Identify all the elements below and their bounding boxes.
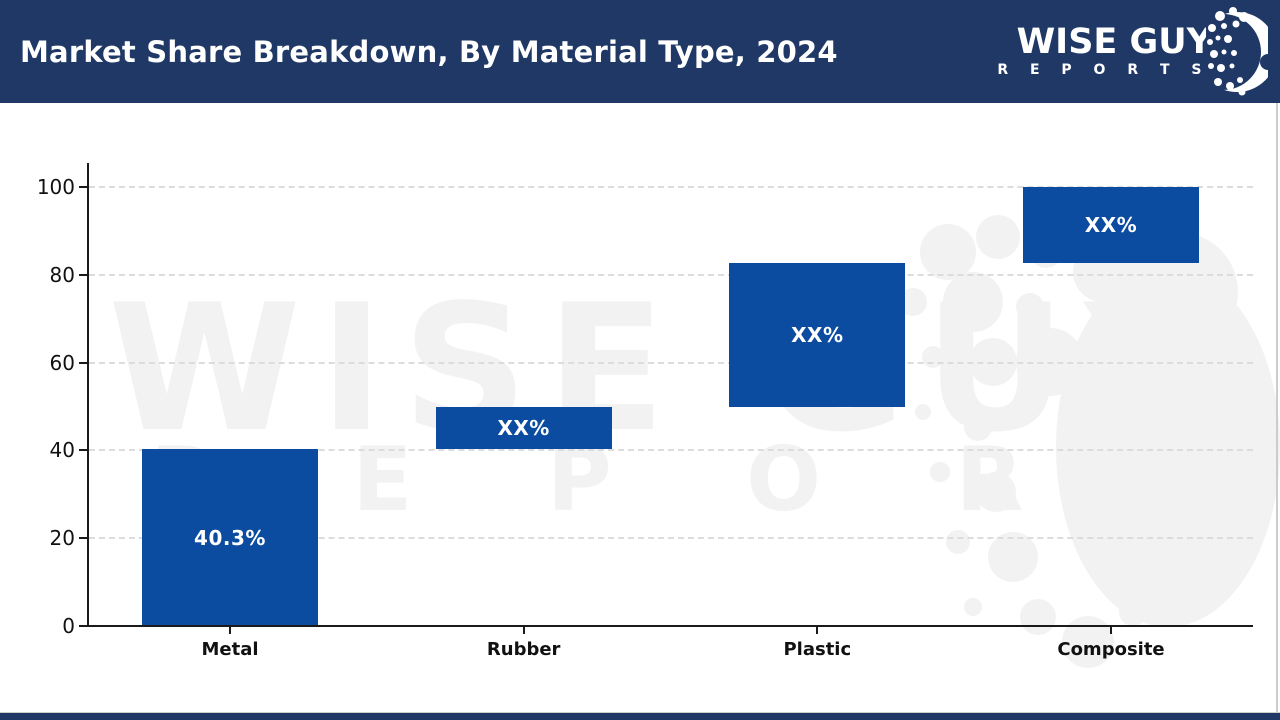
bar-value-label: XX% [1084, 212, 1138, 237]
y-tick-mark [79, 361, 87, 364]
y-axis-spine [87, 163, 89, 627]
y-tick-label: 60 [49, 350, 75, 375]
x-category-label: Composite [1057, 639, 1165, 660]
logo-face-icon [1206, 7, 1268, 96]
wise-guy-reports-logo: WISE GUY R E P O R T S [997, 0, 1268, 103]
footer-hairline [0, 712, 1280, 713]
bar-value-label: 40.3% [194, 525, 266, 550]
logo-subtitle: R E P O R T S [997, 62, 1210, 78]
x-tick-mark [229, 627, 231, 634]
y-tick-mark [79, 625, 87, 627]
y-tick-label: 100 [36, 175, 75, 199]
footer-bar [0, 713, 1280, 720]
bar-rubber: XX% [435, 406, 612, 450]
bar-plastic: XX% [729, 262, 906, 407]
x-tick-mark [1110, 627, 1112, 634]
y-gridline [89, 186, 1253, 188]
y-tick-label: 80 [49, 262, 75, 287]
x-axis-spine [87, 625, 1253, 627]
y-tick-label: 40 [49, 438, 75, 463]
y-tick-mark [79, 537, 87, 540]
page-title: Market Share Breakdown, By Material Type… [20, 34, 838, 69]
y-tick-mark [79, 186, 87, 188]
y-tick-label: 20 [49, 526, 75, 551]
x-tick-mark [816, 627, 819, 634]
y-gridline [89, 449, 1253, 452]
x-category-label: Plastic [783, 639, 852, 660]
logo-wordmark: WISE GUY [1016, 22, 1212, 62]
bar-metal: 40.3% [142, 449, 318, 626]
x-category-label: Rubber [486, 639, 561, 660]
y-gridline [89, 273, 1253, 276]
header-bar: Market Share Breakdown, By Material Type… [0, 0, 1280, 103]
x-category-label: Metal [201, 639, 259, 660]
y-tick-label: 0 [62, 614, 75, 638]
right-edge-border [1276, 103, 1278, 713]
bar-composite: XX% [1023, 187, 1199, 263]
x-tick-mark [522, 627, 525, 634]
y-tick-mark [79, 449, 87, 452]
y-tick-mark [79, 273, 87, 276]
y-gridline [89, 361, 1253, 364]
y-gridline [89, 537, 1253, 540]
bar-value-label: XX% [497, 416, 550, 440]
bar-value-label: XX% [791, 322, 844, 347]
